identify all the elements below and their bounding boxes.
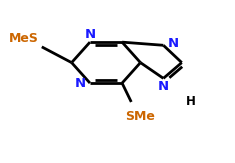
- Text: N: N: [158, 80, 169, 93]
- Text: H: H: [186, 96, 196, 108]
- Text: N: N: [84, 28, 96, 41]
- Text: SMe: SMe: [125, 110, 155, 123]
- Text: MeS: MeS: [8, 32, 38, 45]
- Text: N: N: [74, 77, 85, 90]
- Text: N: N: [168, 37, 179, 50]
